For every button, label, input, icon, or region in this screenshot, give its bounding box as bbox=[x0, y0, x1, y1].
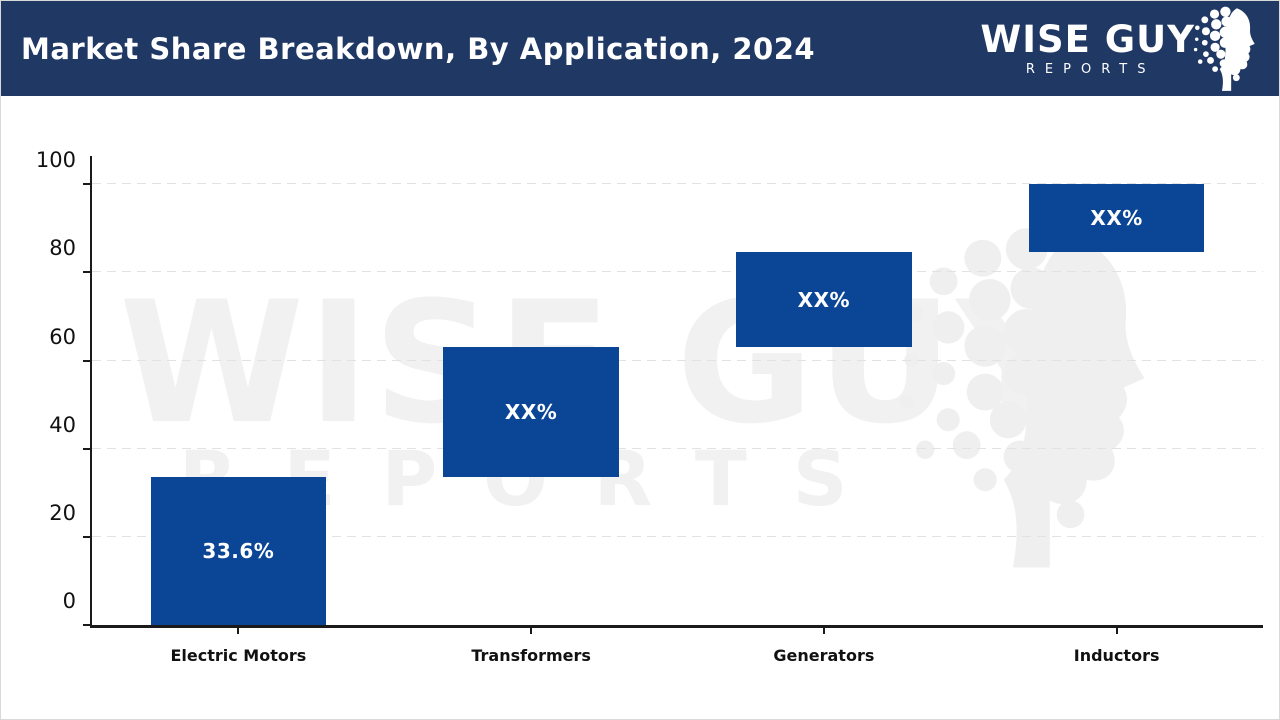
brand-logo: WISE GUY REPORTS bbox=[980, 1, 1265, 96]
y-axis-tick bbox=[83, 447, 91, 450]
gridline bbox=[92, 535, 1263, 537]
bar-segment-electric-motors: 33.6% bbox=[150, 476, 327, 625]
y-axis-tick bbox=[83, 183, 91, 186]
x-axis-category-label: Inductors bbox=[1073, 646, 1160, 665]
bar-value-label: XX% bbox=[797, 287, 851, 312]
x-axis-tick bbox=[530, 628, 533, 634]
x-axis-tick bbox=[237, 628, 240, 634]
gridline bbox=[92, 447, 1263, 449]
y-axis-tick-label: 40 bbox=[49, 412, 76, 437]
gridline bbox=[92, 271, 1263, 273]
y-axis-tick-label: 20 bbox=[49, 500, 76, 525]
bar-value-label: 33.6% bbox=[202, 538, 275, 563]
bar-segment-transformers: XX% bbox=[443, 347, 619, 477]
brand-subname: REPORTS bbox=[1025, 62, 1156, 77]
header-bar: Market Share Breakdown, By Application, … bbox=[1, 1, 1279, 96]
gridline bbox=[92, 183, 1263, 185]
y-axis-tick bbox=[83, 535, 91, 538]
y-axis-tick-label: 80 bbox=[49, 236, 76, 261]
bar-value-label: XX% bbox=[1090, 206, 1143, 231]
brand-name: WISE GUY bbox=[980, 18, 1195, 61]
plot-area: 0 20 40 60 80 100 33.6% Electric Motors XX% Trans… bbox=[36, 148, 1263, 665]
y-axis-tick-label: 60 bbox=[49, 324, 76, 349]
bar-segment-generators: XX% bbox=[736, 252, 912, 348]
bar-value-label: XX% bbox=[504, 400, 558, 425]
x-axis-tick bbox=[1115, 628, 1118, 634]
x-axis-category-label: Generators bbox=[773, 646, 875, 665]
y-axis-tick bbox=[83, 271, 91, 274]
y-axis-tick-label: 0 bbox=[62, 589, 76, 613]
y-axis-tick bbox=[83, 624, 91, 626]
bar-segment-inductors: XX% bbox=[1028, 184, 1205, 253]
y-axis-tick bbox=[83, 359, 91, 362]
y-axis-tick-label: 100 bbox=[35, 148, 76, 173]
brand-head-icon bbox=[1187, 6, 1265, 92]
chart-title: Market Share Breakdown, By Application, … bbox=[21, 31, 816, 66]
x-axis-tick bbox=[822, 628, 825, 634]
gridline bbox=[92, 359, 1263, 361]
x-axis-category-label: Transformers bbox=[471, 646, 591, 665]
x-axis-category-label: Electric Motors bbox=[170, 646, 307, 665]
